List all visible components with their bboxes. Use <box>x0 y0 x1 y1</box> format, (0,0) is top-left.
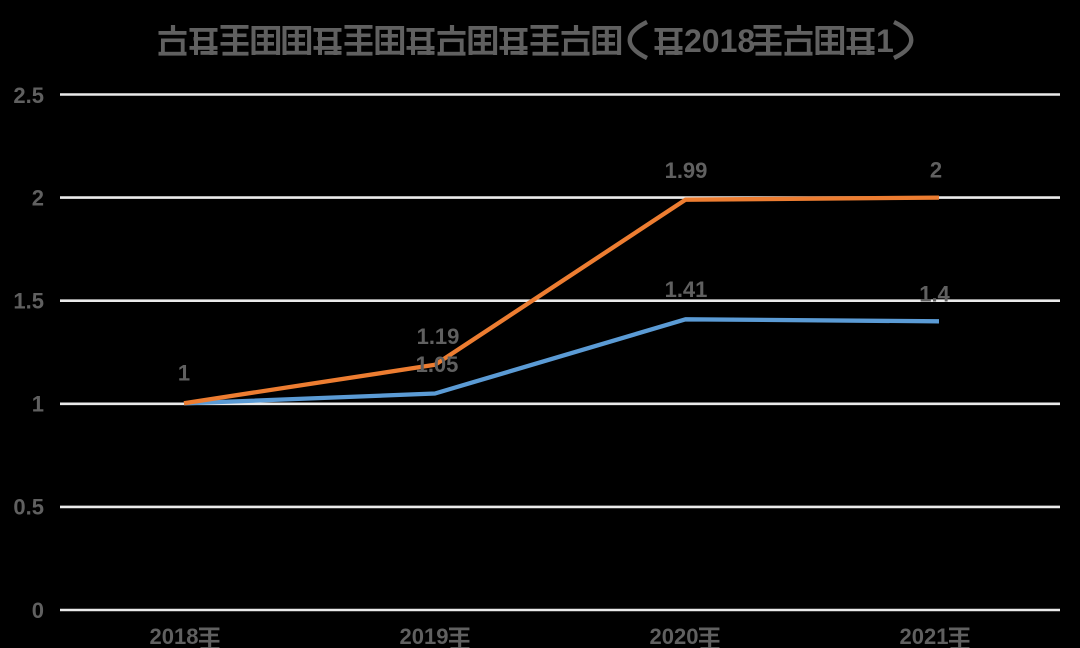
svg-text:2018: 2018 <box>684 23 755 59</box>
svg-text:1.4: 1.4 <box>919 282 950 307</box>
svg-text:2.5: 2.5 <box>13 83 44 108</box>
svg-text:2: 2 <box>32 185 44 210</box>
svg-text:1: 1 <box>32 392 44 417</box>
svg-text:1: 1 <box>876 23 894 59</box>
svg-text:2: 2 <box>930 158 942 183</box>
svg-text:1.19: 1.19 <box>417 324 460 349</box>
svg-text:0.5: 0.5 <box>13 495 44 520</box>
svg-text:1.05: 1.05 <box>416 352 459 377</box>
svg-text:1: 1 <box>178 361 190 386</box>
svg-text:1.99: 1.99 <box>665 158 708 183</box>
svg-text:2020: 2020 <box>650 624 699 648</box>
svg-text:1.41: 1.41 <box>665 277 708 302</box>
svg-text:2018: 2018 <box>150 624 199 648</box>
svg-text:1.5: 1.5 <box>13 289 44 314</box>
svg-text:0: 0 <box>32 598 44 623</box>
svg-text:2019: 2019 <box>400 624 449 648</box>
svg-text:2021: 2021 <box>900 624 949 648</box>
